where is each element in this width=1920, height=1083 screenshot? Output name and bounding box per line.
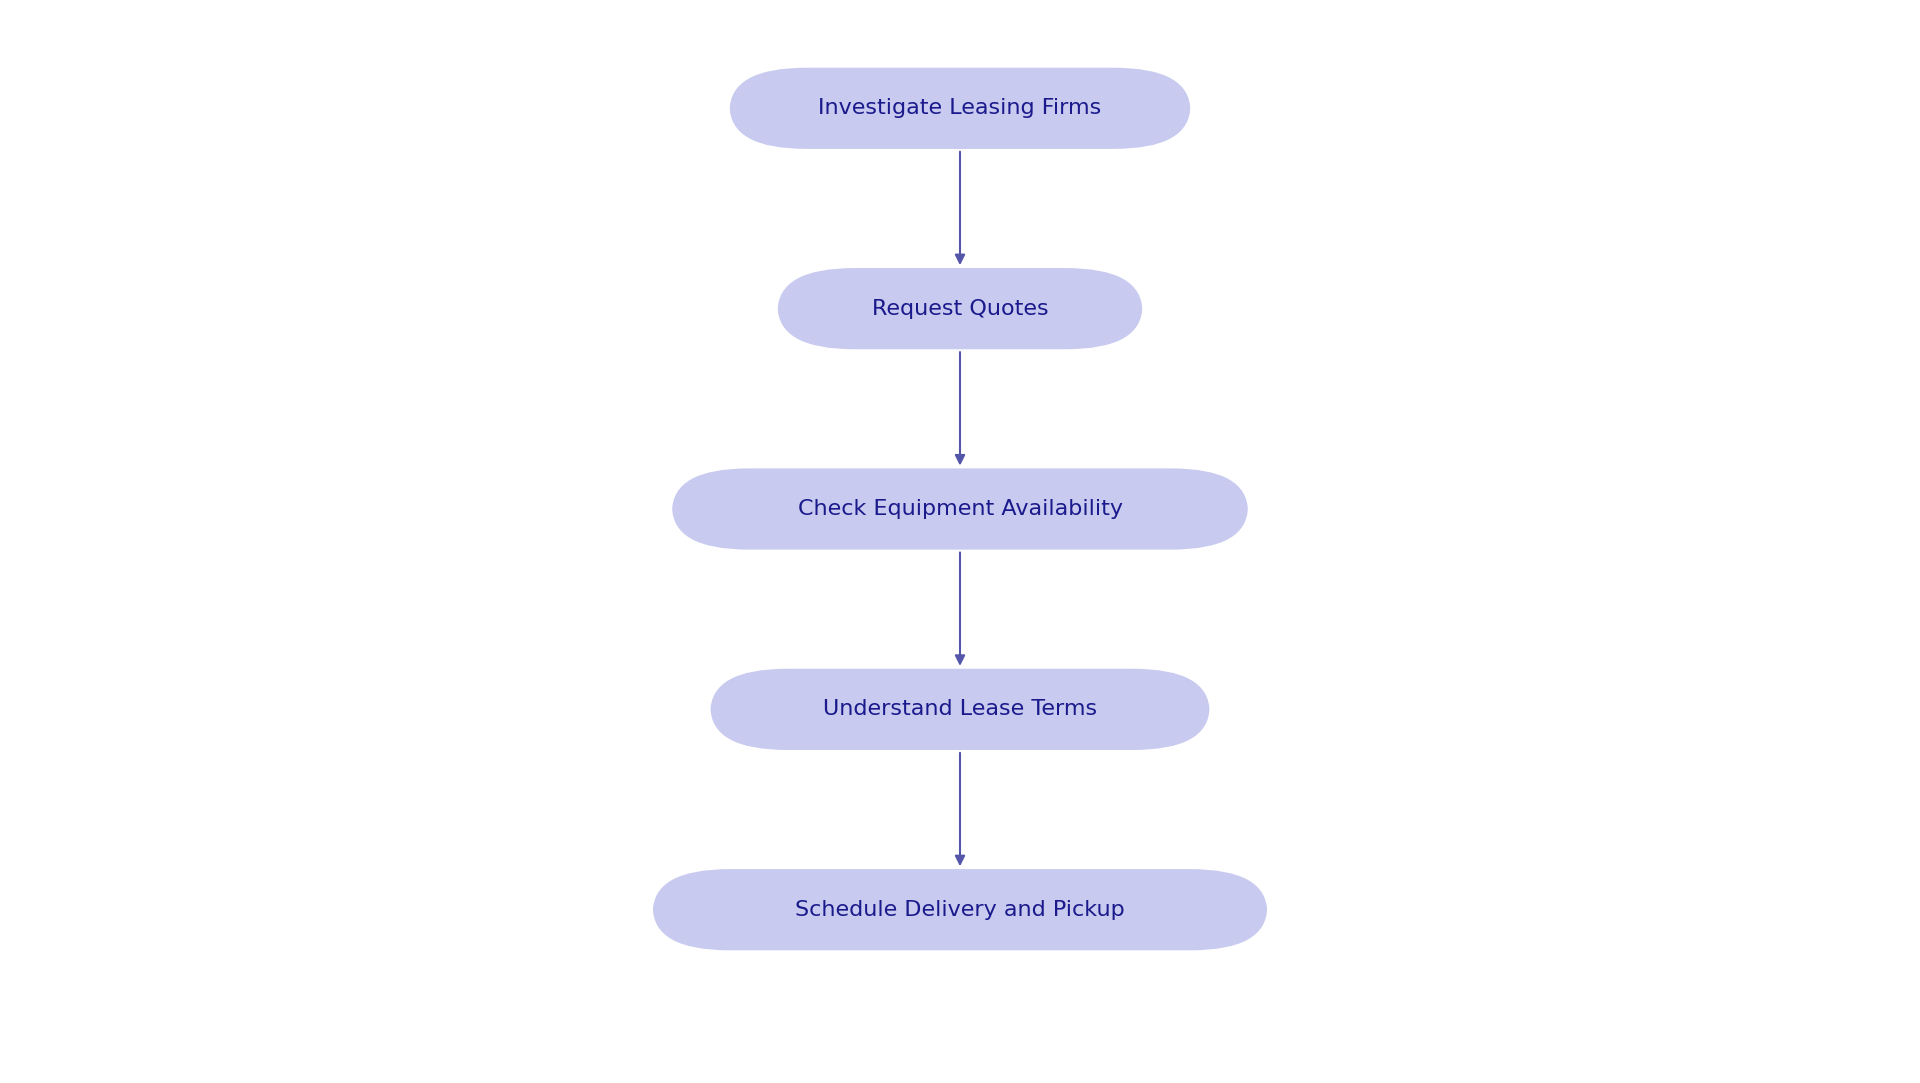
Text: Check Equipment Availability: Check Equipment Availability [797, 499, 1123, 519]
Text: Investigate Leasing Firms: Investigate Leasing Firms [818, 99, 1102, 118]
Text: Schedule Delivery and Pickup: Schedule Delivery and Pickup [795, 900, 1125, 919]
FancyBboxPatch shape [730, 67, 1190, 148]
FancyBboxPatch shape [710, 668, 1210, 749]
FancyBboxPatch shape [653, 869, 1267, 951]
FancyBboxPatch shape [672, 469, 1248, 549]
Text: Understand Lease Terms: Understand Lease Terms [824, 700, 1096, 719]
FancyBboxPatch shape [778, 268, 1142, 349]
Text: Request Quotes: Request Quotes [872, 299, 1048, 318]
